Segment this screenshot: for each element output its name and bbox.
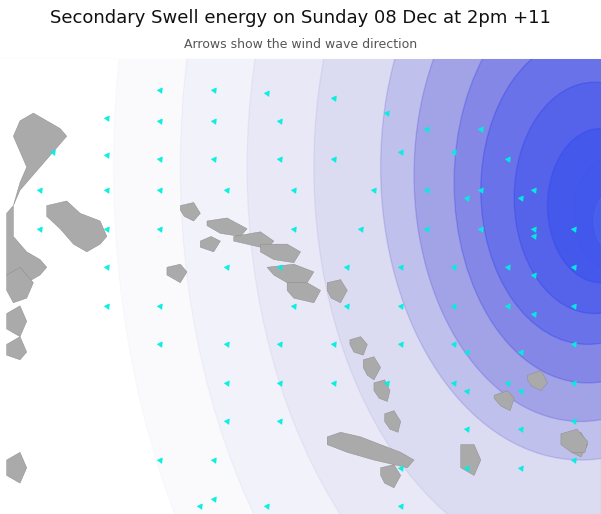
- Ellipse shape: [414, 0, 601, 421]
- Polygon shape: [47, 201, 107, 252]
- Ellipse shape: [594, 190, 601, 252]
- Polygon shape: [561, 429, 588, 452]
- Ellipse shape: [548, 128, 601, 283]
- Text: Secondary Swell energy on Sunday 08 Dec at 2pm +11: Secondary Swell energy on Sunday 08 Dec …: [50, 9, 551, 27]
- Polygon shape: [327, 280, 347, 303]
- Polygon shape: [287, 283, 320, 303]
- Polygon shape: [7, 206, 47, 283]
- Ellipse shape: [380, 0, 601, 460]
- Ellipse shape: [575, 159, 601, 267]
- Polygon shape: [267, 264, 314, 283]
- Polygon shape: [461, 445, 481, 475]
- Polygon shape: [7, 267, 34, 303]
- Polygon shape: [350, 337, 367, 355]
- Polygon shape: [207, 218, 247, 236]
- Polygon shape: [234, 232, 274, 249]
- Polygon shape: [13, 113, 67, 206]
- Polygon shape: [528, 371, 548, 391]
- Polygon shape: [374, 380, 390, 401]
- Polygon shape: [260, 244, 300, 263]
- Text: Arrows show the wind wave direction: Arrows show the wind wave direction: [184, 38, 417, 51]
- Polygon shape: [167, 264, 187, 283]
- Ellipse shape: [514, 82, 601, 314]
- Ellipse shape: [481, 36, 601, 344]
- Polygon shape: [380, 465, 401, 488]
- Polygon shape: [567, 432, 588, 457]
- Polygon shape: [7, 337, 26, 360]
- Polygon shape: [7, 306, 26, 337]
- Ellipse shape: [314, 0, 601, 514]
- Polygon shape: [494, 391, 514, 411]
- Polygon shape: [200, 236, 221, 252]
- Polygon shape: [327, 432, 414, 468]
- Polygon shape: [7, 452, 26, 483]
- Polygon shape: [180, 203, 200, 221]
- Ellipse shape: [454, 0, 601, 383]
- Polygon shape: [385, 411, 401, 432]
- Polygon shape: [363, 357, 380, 380]
